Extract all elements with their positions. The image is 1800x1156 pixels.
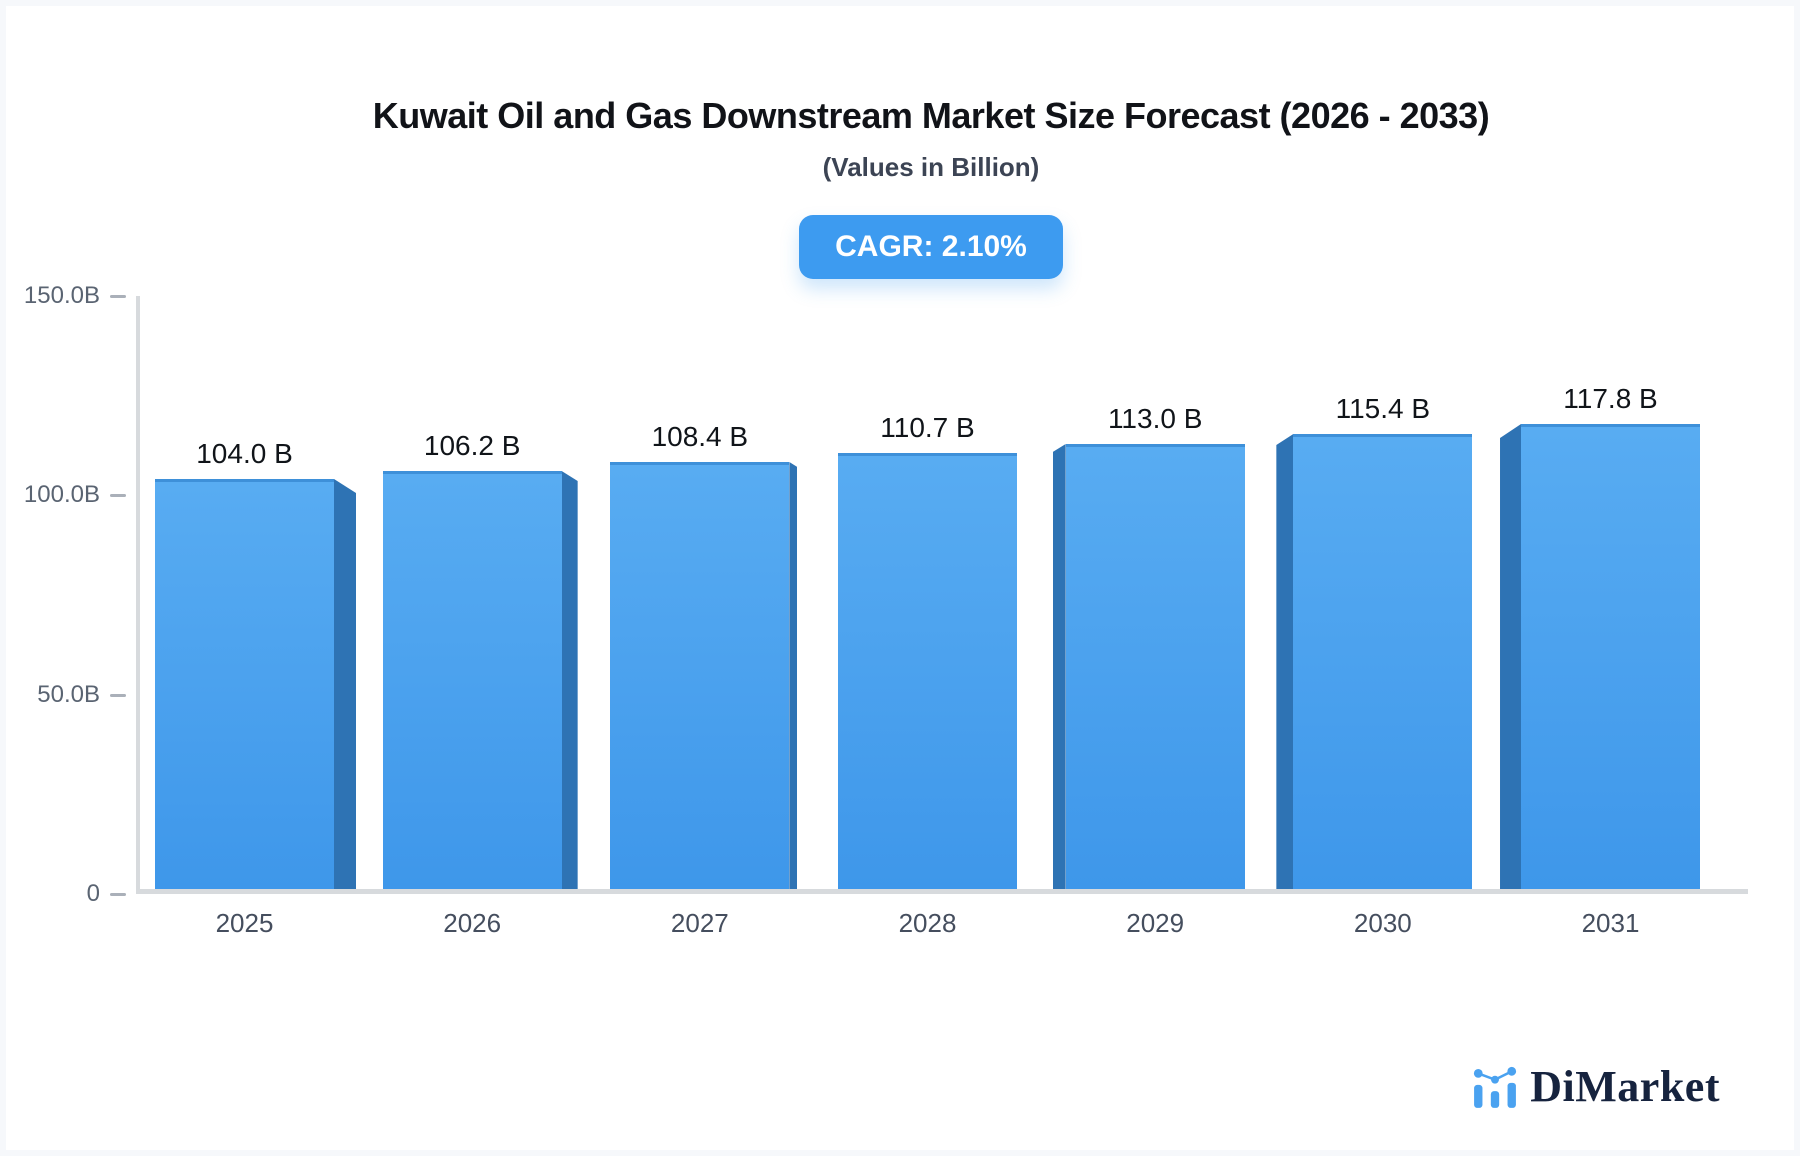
x-axis-label-2028: 2028 [898,908,957,938]
x-axis-label-2027: 2027 [670,908,729,938]
bar-value-label: 104.0 B [196,438,293,469]
y-axis-tick-mark [110,693,126,697]
bar-2027: 108.4 B [610,421,798,889]
y-axis-line [136,296,140,894]
bar-value-label: 106.2 B [423,430,521,461]
bar-2028: 110.7 B [838,412,1017,889]
x-axis-label-2025: 2025 [215,908,274,938]
bar-value-label: 113.0 B [1107,403,1203,434]
x-axis-line [136,889,1748,894]
bar-value-label: 115.4 B [1335,393,1431,424]
x-axis-label-2030: 2030 [1353,908,1412,938]
y-axis-tick-label: 50.0B [37,680,100,708]
y-axis: 150.0B 100.0B 50.0B 0 [6,282,136,907]
bar-value-label: 117.8 B [1563,383,1658,414]
y-axis-tick-label: 100.0B [23,481,100,509]
bar-2030: 115.4 B [1276,393,1473,889]
bar-2025: 104.0 B [155,438,356,889]
y-axis-tick-mark [110,494,126,498]
x-axis-label-2029: 2029 [1126,908,1185,938]
bar-side-face [1276,434,1294,889]
plot-area: 104.0 B 2025 106.2 B 2026 108.4 B 2027 110.7 B… [136,296,1748,938]
bar-side-face [334,479,356,889]
chart-subtitle: (Values in Billion) [822,152,1040,182]
bar-2026: 106.2 B [382,430,578,889]
y-axis-tick-mark [110,893,126,896]
bar-value-label: 110.7 B [880,412,975,443]
x-axis-label-2026: 2026 [443,908,502,938]
y-axis-tick-mark [110,295,126,298]
y-axis-tick-label: 0 [86,880,100,907]
bar-side-face [561,471,578,889]
bar-side-face [1052,444,1066,889]
bar-value-label: 108.4 B [651,421,749,452]
chart-header: Kuwait Oil and Gas Downstream Market Siz… [136,6,1726,279]
chart-card: Kuwait Oil and Gas Downstream Market Siz… [6,6,1794,1150]
brand-name: DiMarket [1530,1062,1720,1111]
y-axis-tick-label: 150.0B [23,282,100,309]
x-axis-label-2031: 2031 [1581,908,1640,938]
bar-side-face [789,462,798,889]
chart-title: Kuwait Oil and Gas Downstream Market Siz… [372,95,1490,136]
bar-2029: 113.0 B [1052,403,1245,889]
cagr-badge: CAGR: 2.10% [799,215,1063,279]
bar-side-face [1500,424,1522,889]
dimarket-logo-icon [1474,1066,1517,1108]
bar-2031: 117.8 B [1500,383,1701,889]
brand-logo: DiMarket [1472,1061,1720,1112]
